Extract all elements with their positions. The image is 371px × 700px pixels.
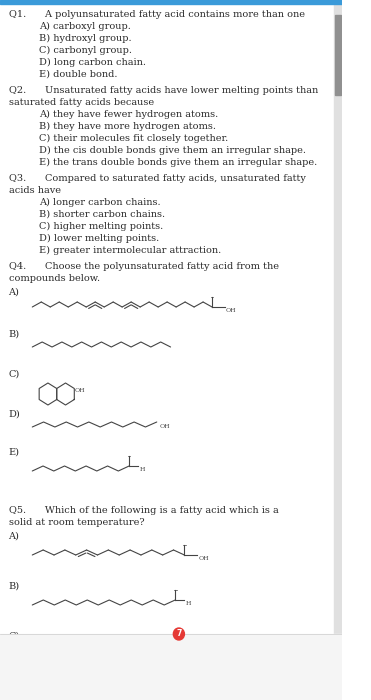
Text: C): C) <box>9 370 20 379</box>
Bar <box>96 636 109 646</box>
Bar <box>0 0 342 4</box>
Bar <box>335 15 341 95</box>
Text: A): A) <box>9 288 19 297</box>
Text: E) greater intermolecular attraction.: E) greater intermolecular attraction. <box>39 246 221 255</box>
Text: Q4.      Choose the polyunsaturated fatty acid from the: Q4. Choose the polyunsaturated fatty aci… <box>9 262 279 271</box>
Text: OH: OH <box>75 389 85 393</box>
Text: D): D) <box>9 410 20 419</box>
Text: B) hydroxyl group.: B) hydroxyl group. <box>39 34 132 43</box>
Text: A): A) <box>9 532 19 541</box>
Text: 7: 7 <box>176 629 181 638</box>
Text: OH: OH <box>198 651 209 656</box>
Text: C) their molecules fit closely together.: C) their molecules fit closely together. <box>39 134 229 143</box>
Text: Inbox: Inbox <box>296 666 318 675</box>
Text: H: H <box>186 601 191 606</box>
Text: E): E) <box>9 448 20 457</box>
Text: Q2.      Unsaturated fatty acids have lower melting points than: Q2. Unsaturated fatty acids have lower m… <box>9 86 318 95</box>
Bar <box>0 634 342 700</box>
Text: D) long carbon chain.: D) long carbon chain. <box>39 58 146 67</box>
Text: A) longer carbon chains.: A) longer carbon chains. <box>39 198 161 207</box>
Text: B) they have more hydrogen atoms.: B) they have more hydrogen atoms. <box>39 122 216 131</box>
Text: saturated fatty acids because: saturated fatty acids because <box>9 98 154 107</box>
Circle shape <box>173 628 184 640</box>
Text: To Do: To Do <box>160 666 181 675</box>
Text: C) higher melting points.: C) higher melting points. <box>39 222 164 231</box>
Text: D) lower melting points.: D) lower melting points. <box>39 234 160 243</box>
Text: Q3.      Compared to saturated fatty acids, unsaturated fatty: Q3. Compared to saturated fatty acids, u… <box>9 174 305 183</box>
Text: B) shorter carbon chains.: B) shorter carbon chains. <box>39 210 165 219</box>
Text: E) the trans double bonds give them an irregular shape.: E) the trans double bonds give them an i… <box>39 158 318 167</box>
Text: OH: OH <box>198 556 209 561</box>
Text: Dashboard: Dashboard <box>13 666 55 675</box>
Text: E) double bond.: E) double bond. <box>39 70 118 79</box>
Text: OH: OH <box>160 424 170 429</box>
Text: Q1.      A polyunsaturated fatty acid contains more than one: Q1. A polyunsaturated fatty acid contain… <box>9 10 305 19</box>
Text: D) the cis double bonds give them an irregular shape.: D) the cis double bonds give them an irr… <box>39 146 306 155</box>
Text: OH: OH <box>226 308 236 313</box>
Text: C) carbonyl group.: C) carbonyl group. <box>39 46 132 55</box>
Text: compounds below.: compounds below. <box>9 274 100 283</box>
Text: Notifications: Notifications <box>214 666 263 675</box>
Text: Calendar: Calendar <box>85 666 120 675</box>
Text: acids have: acids have <box>9 186 60 195</box>
Bar <box>334 4 342 634</box>
Text: A) they have fewer hydrogen atoms.: A) they have fewer hydrogen atoms. <box>39 110 219 119</box>
Text: B): B) <box>9 330 20 339</box>
Text: solid at room temperature?: solid at room temperature? <box>9 518 144 527</box>
Text: C): C) <box>9 632 20 641</box>
Text: Q5.      Which of the following is a fatty acid which is a: Q5. Which of the following is a fatty ac… <box>9 506 278 515</box>
Bar <box>30 636 39 644</box>
Text: B): B) <box>9 582 20 591</box>
Bar <box>301 636 313 646</box>
Text: H: H <box>139 467 145 472</box>
Text: A) carboxyl group.: A) carboxyl group. <box>39 22 131 31</box>
